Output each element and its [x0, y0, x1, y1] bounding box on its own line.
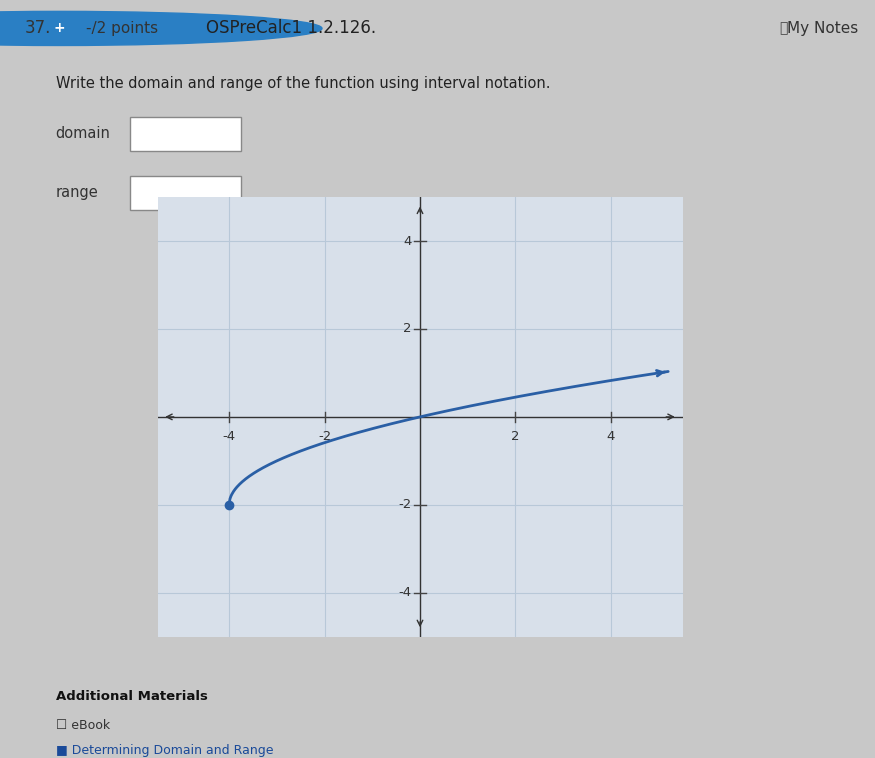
Text: -2: -2 — [398, 498, 411, 512]
Text: Write the domain and range of the function using interval notation.: Write the domain and range of the functi… — [56, 77, 550, 91]
Text: OSPreCalc1 1.2.126.: OSPreCalc1 1.2.126. — [206, 20, 375, 37]
Circle shape — [0, 11, 322, 45]
Text: 4: 4 — [606, 430, 615, 443]
Text: ⭳: ⭳ — [779, 21, 788, 36]
Text: ■ Determining Domain and Range: ■ Determining Domain and Range — [56, 744, 273, 757]
Text: -4: -4 — [222, 430, 235, 443]
Text: 4: 4 — [403, 234, 411, 248]
FancyBboxPatch shape — [130, 117, 241, 151]
Text: 2: 2 — [402, 322, 411, 336]
Text: Additional Materials: Additional Materials — [56, 690, 207, 703]
Text: My Notes: My Notes — [787, 21, 858, 36]
Text: -/2 points: -/2 points — [86, 21, 158, 36]
Text: -4: -4 — [398, 586, 411, 600]
Text: domain: domain — [56, 126, 110, 141]
Text: 2: 2 — [511, 430, 520, 443]
Text: ☐ eBook: ☐ eBook — [56, 719, 109, 731]
Text: +: + — [53, 21, 66, 36]
Text: -2: -2 — [318, 430, 331, 443]
Text: 37.: 37. — [24, 20, 51, 37]
Text: range: range — [56, 185, 98, 200]
FancyBboxPatch shape — [130, 176, 241, 210]
